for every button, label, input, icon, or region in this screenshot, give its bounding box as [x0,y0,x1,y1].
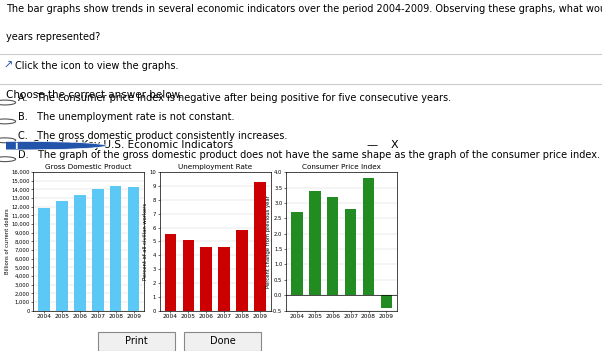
Bar [291,212,303,295]
Bar [345,209,356,295]
Text: Selected Key U.S. Economic Indicators: Selected Key U.S. Economic Indicators [33,140,233,150]
Text: Done: Done [210,336,235,346]
Bar [254,182,266,311]
Text: ↗: ↗ [3,61,13,71]
Y-axis label: Percent of all civilian workers: Percent of all civilian workers [143,203,148,280]
Text: B.   The unemployment rate is not constant.: B. The unemployment rate is not constant… [18,112,235,122]
Circle shape [0,138,16,143]
Text: X: X [391,140,399,150]
Circle shape [0,141,107,150]
Circle shape [0,119,16,124]
Bar [362,178,374,295]
Text: i: i [14,141,18,151]
Text: —: — [366,140,377,150]
Bar [110,186,122,311]
Text: years represented?: years represented? [6,32,101,42]
Y-axis label: Billions of current dollars: Billions of current dollars [5,208,10,274]
Bar [380,295,393,307]
Bar [219,247,230,311]
Title: Gross Domestic Product: Gross Domestic Product [46,164,132,170]
Bar [164,234,176,311]
Text: Print: Print [125,336,147,346]
Bar [182,240,194,311]
Bar [92,189,104,311]
FancyBboxPatch shape [98,332,175,351]
Bar [128,187,140,311]
Bar [200,247,212,311]
Circle shape [0,157,16,162]
Text: Click the icon to view the graphs.: Click the icon to view the graphs. [15,61,179,71]
Text: D.   The graph of the gross domestic product does not have the same shape as the: D. The graph of the gross domestic produ… [18,150,600,160]
Bar [56,201,68,311]
Bar [38,208,50,311]
Bar [236,230,248,311]
Circle shape [0,100,16,105]
Text: C.   The gross domestic product consistently increases.: C. The gross domestic product consistent… [18,131,287,141]
Bar [309,191,321,295]
Title: Unemployment Rate: Unemployment Rate [178,164,252,170]
Title: Consumer Price Index: Consumer Price Index [302,164,381,170]
Text: The bar graphs show trends in several economic indicators over the period 2004-2: The bar graphs show trends in several ec… [6,4,602,14]
FancyBboxPatch shape [184,332,261,351]
Bar [327,197,338,295]
Text: Choose the correct answer below.: Choose the correct answer below. [6,91,182,100]
Text: A.   The consumer price index is negative after being positive for five consecut: A. The consumer price index is negative … [18,93,451,103]
Bar [74,195,85,311]
Y-axis label: Percent change from previous year: Percent change from previous year [266,195,271,288]
